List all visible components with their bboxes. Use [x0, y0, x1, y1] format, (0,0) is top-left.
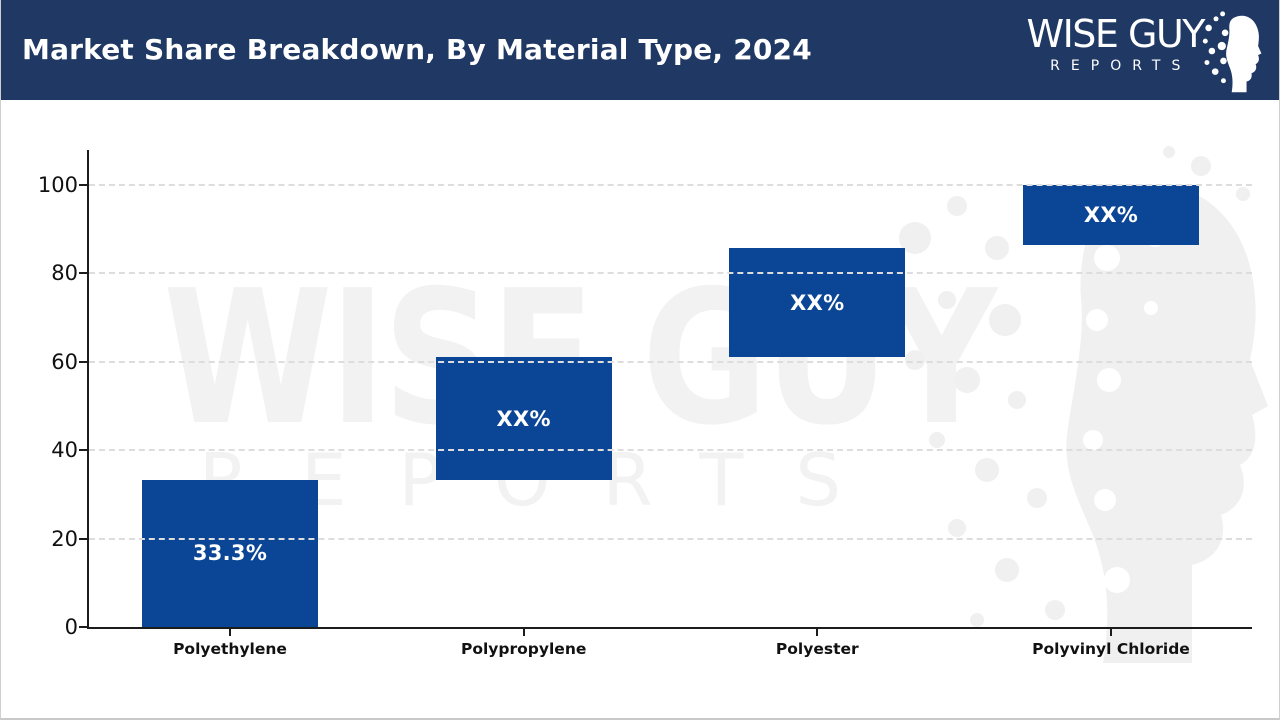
page-title: Market Share Breakdown, By Material Type…	[22, 33, 812, 66]
brand-wiseguy-text: WISE GUY	[1026, 12, 1206, 56]
x-tick-2	[816, 629, 819, 636]
y-tick-20	[79, 537, 87, 540]
y-tick-label-80: 80	[51, 261, 78, 286]
y-tick-label-20: 20	[51, 526, 78, 551]
y-tick-100	[79, 184, 87, 186]
brand-head-icon	[1202, 11, 1262, 93]
y-tick-label-40: 40	[51, 438, 78, 463]
y-axis-line	[87, 150, 89, 629]
bar-polyester: XX%	[729, 248, 906, 358]
y-tick-40	[79, 449, 87, 452]
bar-value-label: XX%	[790, 290, 845, 315]
gridline-80	[89, 272, 1252, 275]
y-tick-80	[79, 272, 87, 275]
category-label-polyvinyl-chloride: Polyvinyl Chloride	[1032, 640, 1190, 658]
x-tick-1	[522, 629, 525, 636]
y-tick-60	[79, 360, 87, 363]
brand-logo: WISE GUY REPORTS	[1013, 4, 1268, 96]
gridline-20	[89, 537, 1252, 540]
bar-value-label: 33.3%	[192, 541, 268, 566]
gridline-40	[89, 449, 1252, 452]
brand-logo-text: WISE GUY REPORTS	[1026, 12, 1206, 74]
header-bar: Market Share Breakdown, By Material Type…	[0, 0, 1280, 100]
bar-polypropylene: XX%	[435, 357, 612, 480]
gridline-100	[89, 184, 1252, 186]
gridline-60	[89, 360, 1252, 363]
category-label-polypropylene: Polypropylene	[460, 640, 587, 658]
brand-reports-text: REPORTS	[1050, 58, 1192, 74]
y-tick-label-100: 100	[37, 173, 78, 197]
y-tick-label-0: 0	[64, 615, 78, 639]
x-tick-0	[229, 629, 231, 636]
category-label-polyester: Polyester	[775, 640, 859, 658]
category-label-polyethylene: Polyethylene	[173, 640, 287, 658]
bar-polyethylene: 33.3%	[142, 479, 318, 627]
bar-value-label: XX%	[496, 406, 551, 431]
x-axis-line	[87, 627, 1252, 629]
y-tick-0	[79, 626, 87, 628]
y-tick-label-60: 60	[51, 349, 78, 374]
